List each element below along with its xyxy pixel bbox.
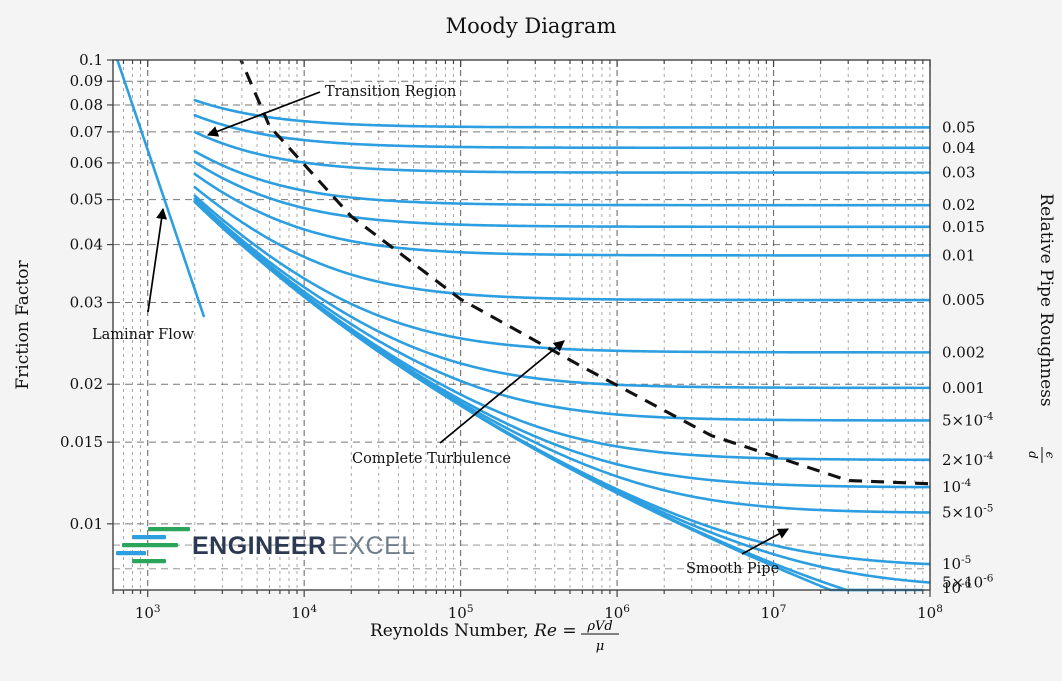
right-axis-label: 0.03 [942,164,975,182]
x-axis-label: Reynolds Number, Re = ρVd μ [370,619,619,654]
right-axis-label: 5×10-4 [942,410,994,429]
right-axis-label: 0.05 [942,118,975,136]
roughness-denominator: d [1026,451,1040,459]
complete-turbulence-boundary [239,60,930,486]
roughness-curve [193,172,931,257]
y-tick-label: 0.08 [70,96,103,114]
logo-bar [132,535,166,540]
logo-text-engineer: ENGINEER [192,532,327,560]
x-axis-label-denominator: μ [596,639,604,654]
logo-text-excel: EXCEL [331,532,415,560]
right-axis-label: 0.04 [942,139,975,157]
roughness-curve [193,185,931,302]
annotation-label: Smooth Pipe [686,561,779,577]
y-tick-label: 0.02 [70,375,103,393]
logo-bar [116,551,146,556]
y-tick-label: 0.07 [70,123,103,141]
right-axis-label: 5×10-5 [942,503,993,522]
annotation-arrow [439,340,565,444]
y-tick-label: 0.03 [70,294,103,312]
annotation-smooth-pipe: Smooth Pipe [686,528,789,577]
roughness-curve [193,160,931,229]
right-axis-label: 2×10-4 [942,450,994,469]
engineerexcel-logo: ENGINEER EXCEL [116,527,415,564]
roughness-curve [193,113,931,150]
logo-bar [122,543,178,548]
annotation-label: Transition Region [325,84,456,100]
y-axis-ticks: 0.1 0.09 0.08 0.07 0.06 0.05 0.04 0.03 0.02 0.015… [60,51,113,533]
roughness-curve [193,199,931,422]
chart-title: Moody Diagram [446,14,617,38]
laminar-flow-curve [116,59,206,318]
roughness-numerator: ϵ [1043,452,1057,459]
y-axis-label: Friction Factor [13,260,33,390]
x-axis-label-numerator: ρVd [586,619,612,634]
y-tick-label: 0.015 [60,433,103,451]
right-axis-label: 0.005 [942,291,985,309]
annotation-arrow [206,91,321,137]
plot-frame [112,59,931,591]
y-tick-label: 0.1 [79,51,103,69]
y-tick-label: 0.04 [70,236,103,254]
right-axis-label: 0.02 [942,196,975,214]
logo-bar [148,527,190,532]
annotation-arrow [147,207,168,313]
y-tick-label: 0.05 [70,191,103,209]
y-axis-label-right: Relative Pipe Roughness [1036,193,1056,406]
x-axis-label-text: Reynolds Number, Re = [370,621,577,641]
roughness-curve [193,98,931,129]
annotation-label: Laminar Flow [92,327,195,343]
roughness-curve [193,200,884,592]
right-axis-label: 0.01 [942,246,975,264]
annotation-transition-region: Transition Region [206,84,456,137]
y-tick-label: 0.06 [70,154,103,172]
annotation-laminar-flow: Laminar Flow [92,207,195,343]
right-axis-label: 5×10-6 [942,573,994,592]
roughness-curve [193,197,931,390]
right-axis-label: 0.002 [942,343,985,361]
annotation-arrow [741,528,789,555]
y-tick-label: 0.09 [70,72,103,90]
roughness-curve [193,130,931,174]
annotation-label: Complete Turbulence [352,451,511,467]
y-axis-label-right-fraction: ϵd [1026,447,1057,463]
right-axis-label: 0.015 [942,218,985,236]
logo-bar [132,559,166,564]
annotation-complete-turbulence: Complete Turbulence [352,340,565,467]
right-axis-label: 0.001 [942,379,985,397]
y-tick-label: 0.01 [70,515,103,533]
roughness-curve [193,150,931,207]
